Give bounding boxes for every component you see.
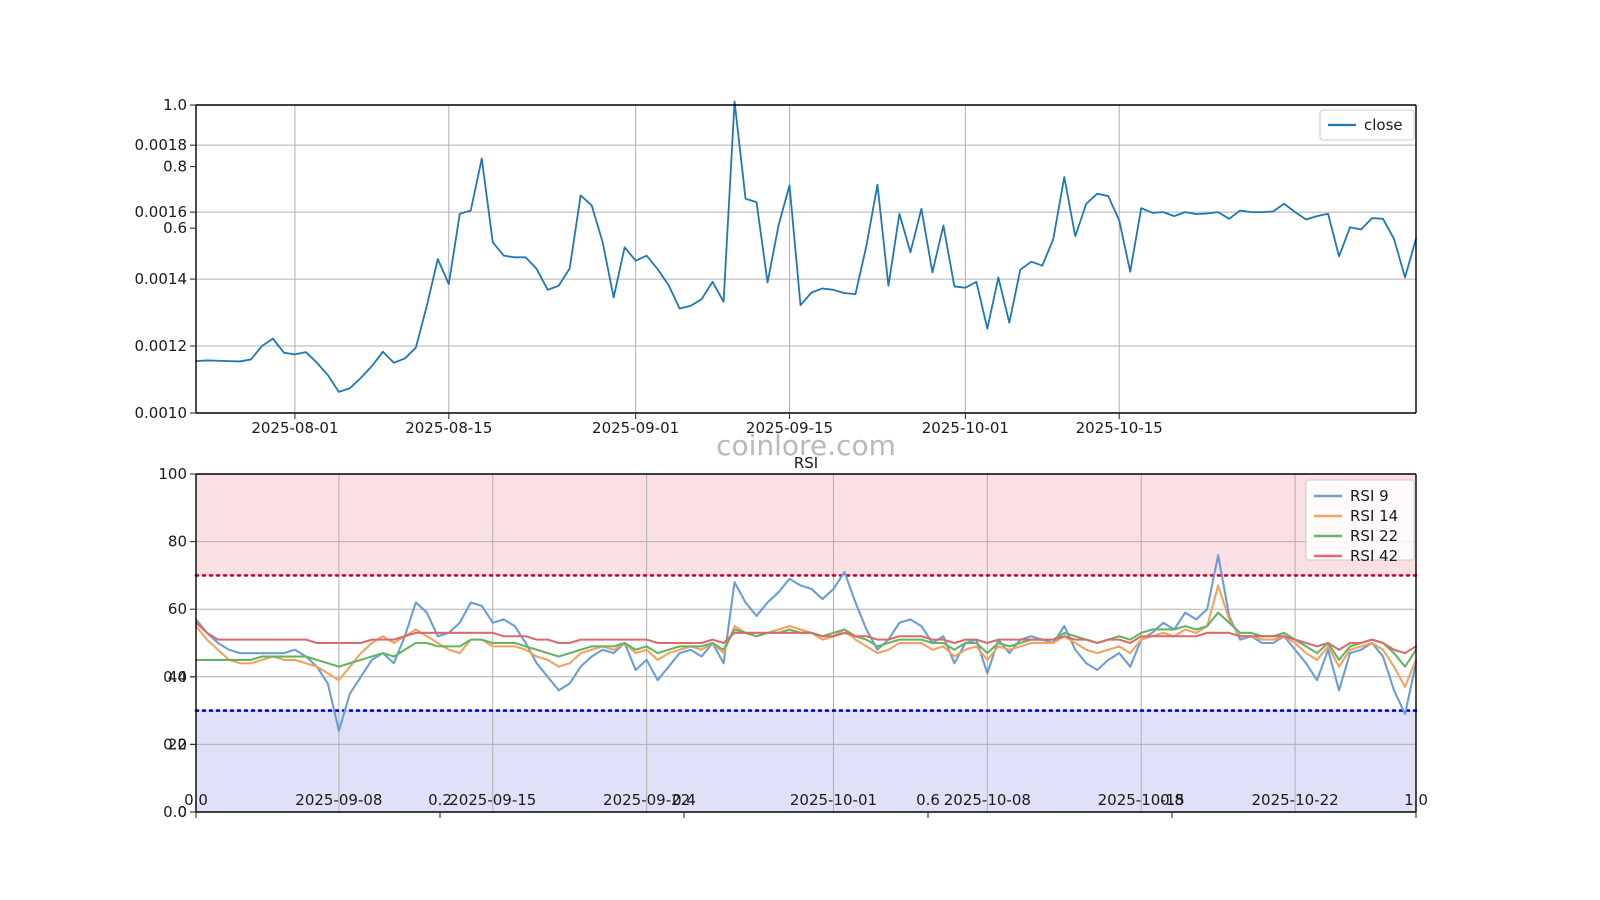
rsi-threshold-bands: [196, 474, 1416, 812]
price-x-tick-label: 2025-09-01: [592, 419, 679, 437]
price-series-group: [195, 100, 1417, 393]
rsi-y-tick-label: 40: [168, 668, 187, 686]
rsi-y-unit-tick-label: 0.0: [163, 803, 187, 821]
price-gridlines: [196, 105, 1416, 413]
rsi-x-unit-label: 0.4: [672, 791, 696, 809]
rsi-x-unit-label: 0.8: [1160, 791, 1184, 809]
rsi-x-unit-label: 0.6: [916, 791, 940, 809]
rsi-x-unit-label: 1.0: [1404, 791, 1428, 809]
rsi-legend-label: RSI 9: [1350, 487, 1389, 505]
price-y-tick-label: 0.0018: [135, 136, 188, 154]
rsi-x-date-label: 2025-10-01: [790, 791, 877, 809]
rsi-line-rsi-14: [194, 584, 1418, 688]
price-y-unit-tick-label: 0.6: [163, 219, 187, 237]
rsi-legend-label: RSI 14: [1350, 507, 1398, 525]
price-y-tick-label: 0.0014: [135, 270, 188, 288]
rsi-y-tick-label: 80: [168, 533, 187, 551]
rsi-threshold-lines: [194, 574, 1418, 712]
price-x-tick-label: 2025-09-15: [746, 419, 833, 437]
rsi-x-date-label: 2025-09-22: [603, 791, 690, 809]
rsi-y-tick-label: 0: [177, 803, 187, 821]
price-y-tick-label: 0.0016: [135, 203, 188, 221]
price-y-axis-price-ticks: 0.0010 0.0012 0.0014 0.0016 0.0018: [135, 136, 196, 422]
rsi-x-unit-label: 0.0: [184, 791, 208, 809]
rsi-series-group: [194, 554, 1418, 732]
price-y-axis-unit-ticks: 0.6 0.8 1.0: [163, 96, 196, 237]
price-axis-spines: [195, 104, 1417, 414]
rsi-x-date-label: 2025-09-15: [449, 791, 536, 809]
rsi-x-unit-label: 0.2: [428, 791, 452, 809]
rsi-panel-title: RSI: [794, 454, 818, 472]
rsi-x-date-label: 2025-10-15: [1098, 791, 1185, 809]
rsi-x-axis-unit-ticks: 0.0 0.2 0.4 0.6 0.8 1.0: [184, 791, 1428, 818]
rsi-x-date-label: 2025-10-08: [944, 791, 1031, 809]
rsi-line-rsi-9: [194, 554, 1418, 732]
price-x-tick-label: 2025-10-01: [922, 419, 1009, 437]
rsi-legend-label: RSI 42: [1350, 547, 1398, 565]
rsi-band-oversold: [196, 710, 1416, 812]
price-legend[interactable]: close: [1319, 109, 1415, 141]
price-x-tick-label: 2025-08-15: [405, 419, 492, 437]
rsi-axis-spines: [195, 473, 1417, 813]
rsi-y-unit-tick-label: 0.4: [163, 668, 187, 686]
rsi-line-rsi-42: [194, 621, 1418, 655]
rsi-y-tick-label: 60: [168, 600, 187, 618]
rsi-y-tick-label: 20: [168, 735, 187, 753]
price-y-unit-tick-label: 0.8: [163, 158, 187, 176]
rsi-legend-label: RSI 22: [1350, 527, 1398, 545]
price-x-tick-label: 2025-10-15: [1076, 419, 1163, 437]
price-line-close: [195, 100, 1417, 393]
rsi-legend-box[interactable]: [1305, 479, 1415, 561]
price-plot-background: [196, 105, 1416, 413]
price-x-axis-ticks: 2025-08-01 2025-08-15 2025-09-01 2025-09-15…: [251, 413, 1163, 437]
rsi-y-axis-ticks: 0 20 40 60 80 100: [158, 465, 196, 821]
rsi-x-date-label: 2025-09-08: [295, 791, 382, 809]
price-y-unit-tick-label: 1.0: [163, 96, 187, 114]
rsi-y-axis-unit-ticks: 0.0 0.2 0.4: [163, 668, 196, 821]
price-x-tick-label: 2025-08-01: [251, 419, 338, 437]
rsi-y-tick-label: 100: [158, 465, 187, 483]
watermark-text: coinlore.com: [716, 429, 896, 462]
rsi-legend[interactable]: RSI 9 RSI 14 RSI 22 RSI 42: [1305, 479, 1415, 565]
price-legend-box[interactable]: [1319, 109, 1415, 141]
price-legend-label: close: [1364, 116, 1403, 134]
rsi-band-overbought: [196, 474, 1416, 576]
rsi-x-axis-date-ticks: 2025-09-08 2025-09-15 2025-09-22 2025-10-01…: [295, 791, 1338, 809]
price-y-tick-label: 0.0010: [135, 404, 188, 422]
price-chart-panel: 0.0010 0.0012 0.0014 0.0016 0.0018 0.6 0.8 1.0…: [135, 96, 1417, 437]
price-y-tick-label: 0.0012: [135, 337, 188, 355]
rsi-x-date-label: 2025-10-22: [1252, 791, 1339, 809]
rsi-y-unit-tick-label: 0.2: [163, 735, 187, 753]
